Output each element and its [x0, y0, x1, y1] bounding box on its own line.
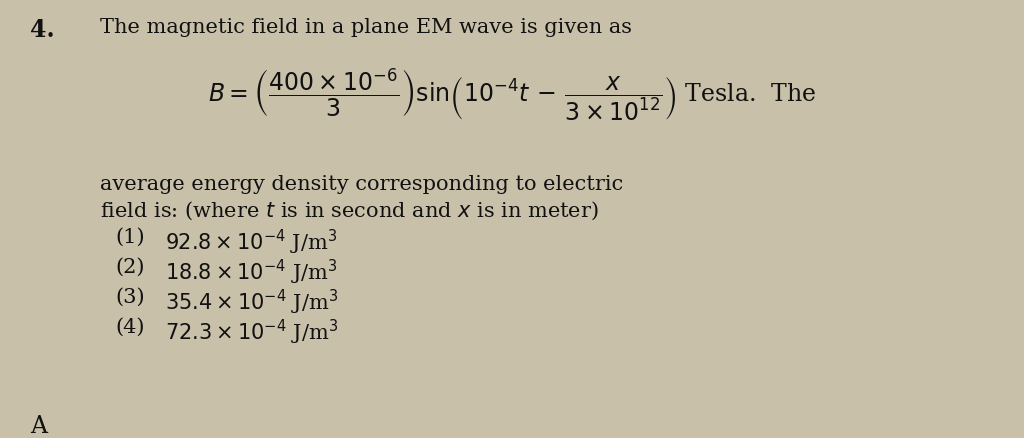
- Text: $92.8 \times 10^{-4}$ J/m$^3$: $92.8 \times 10^{-4}$ J/m$^3$: [165, 227, 337, 257]
- Text: A: A: [30, 414, 47, 437]
- Text: $B = \left(\dfrac{400\times10^{-6}}{3}\right)\sin\!\left(10^{-4}t\,-\,\dfrac{x}{: $B = \left(\dfrac{400\times10^{-6}}{3}\r…: [208, 67, 816, 123]
- Text: 4.: 4.: [30, 18, 54, 42]
- Text: $72.3 \times 10^{-4}$ J/m$^3$: $72.3 \times 10^{-4}$ J/m$^3$: [165, 317, 338, 346]
- Text: The magnetic field in a plane EM wave is given as: The magnetic field in a plane EM wave is…: [100, 18, 632, 37]
- Text: (2): (2): [115, 258, 144, 276]
- Text: $18.8 \times 10^{-4}$ J/m$^3$: $18.8 \times 10^{-4}$ J/m$^3$: [165, 258, 338, 286]
- Text: (1): (1): [115, 227, 144, 247]
- Text: average energy density corresponding to electric: average energy density corresponding to …: [100, 175, 624, 194]
- Text: $35.4 \times 10^{-4}$ J/m$^3$: $35.4 \times 10^{-4}$ J/m$^3$: [165, 287, 338, 317]
- Text: (3): (3): [115, 287, 144, 306]
- Text: field is: (where $t$ is in second and $x$ is in meter): field is: (where $t$ is in second and $x…: [100, 200, 599, 222]
- Text: (4): (4): [115, 317, 144, 336]
